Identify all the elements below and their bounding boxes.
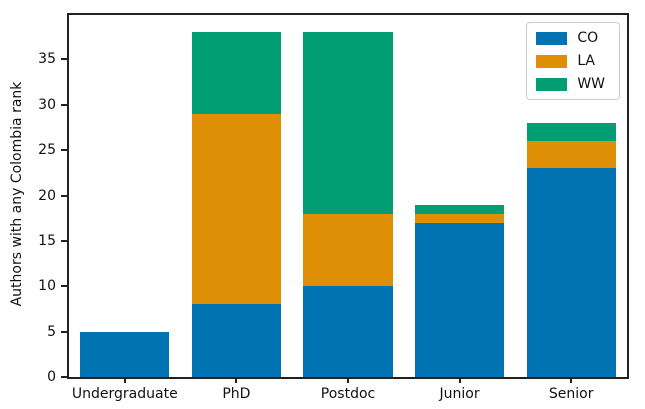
plot-area: CO LA WW 0 5 10 15 20 25 30 35 Undergraduate PhD P… bbox=[38, 13, 629, 401]
y-tick-mark bbox=[61, 58, 67, 61]
x-tick-label-postdoc: Postdoc bbox=[320, 386, 376, 402]
legend-entry-ww: WW bbox=[536, 77, 609, 91]
x-tick-mark bbox=[570, 377, 573, 383]
x-tick-mark bbox=[347, 377, 349, 383]
y-tick-label: 35 bbox=[38, 51, 56, 68]
legend-swatch-la bbox=[536, 54, 568, 68]
bar-segment-ww-junior bbox=[414, 204, 505, 214]
bar-segment-la-phd bbox=[191, 113, 282, 305]
x-tick-label-phd: PhD bbox=[222, 386, 251, 402]
x-tick-label-junior: Junior bbox=[439, 386, 480, 402]
y-tick-mark bbox=[61, 239, 67, 242]
y-tick-label: 30 bbox=[38, 96, 56, 113]
y-tick-label: 15 bbox=[38, 232, 56, 249]
x-tick-mark bbox=[458, 377, 461, 383]
x-tick-label-undergraduate: Undergraduate bbox=[71, 386, 178, 402]
bar-segment-co-senior bbox=[526, 168, 616, 377]
bar-postdoc bbox=[303, 15, 393, 377]
bar-segment-la-junior bbox=[414, 213, 505, 223]
y-tick-mark bbox=[61, 285, 67, 288]
y-tick-mark bbox=[61, 103, 67, 106]
bar-segment-ww-phd bbox=[191, 32, 282, 114]
y-tick-mark bbox=[61, 149, 67, 152]
legend-label-ww: WW bbox=[577, 76, 605, 92]
bar-undergraduate bbox=[80, 15, 170, 377]
bar-junior bbox=[414, 15, 505, 377]
legend-entry-co: CO bbox=[536, 31, 609, 45]
bar-segment-ww-postdoc bbox=[303, 32, 393, 214]
x-tick-mark bbox=[123, 377, 126, 383]
y-tick-label: 10 bbox=[38, 278, 56, 295]
y-tick-label: 5 bbox=[47, 323, 56, 340]
bar-segment-co-undergraduate bbox=[80, 331, 170, 377]
bar-senior bbox=[526, 15, 616, 377]
bar-segment-la-postdoc bbox=[303, 213, 393, 287]
bar-segment-co-phd bbox=[191, 304, 282, 377]
y-tick-mark bbox=[61, 376, 67, 378]
x-tick-mark bbox=[235, 377, 238, 383]
y-axis-label: Authors with any Colombia rank bbox=[9, 81, 25, 307]
legend: CO LA WW bbox=[526, 22, 620, 100]
x-tick-label-senior: Senior bbox=[548, 386, 594, 402]
legend-label-la: LA bbox=[577, 53, 596, 69]
bar-segment-co-postdoc bbox=[303, 286, 393, 377]
bar-segment-co-junior bbox=[414, 222, 505, 377]
bar-phd bbox=[191, 15, 282, 377]
legend-swatch-co bbox=[536, 31, 568, 45]
y-tick-label: 25 bbox=[38, 142, 56, 159]
bar-segment-ww-senior bbox=[526, 122, 616, 142]
bar-segment-la-senior bbox=[526, 141, 616, 169]
legend-swatch-ww bbox=[536, 77, 568, 91]
y-tick-mark bbox=[61, 194, 67, 197]
y-tick-label: 0 bbox=[47, 369, 56, 385]
legend-entry-la: LA bbox=[536, 54, 609, 68]
legend-label-co: CO bbox=[577, 30, 599, 46]
y-tick-mark bbox=[61, 330, 67, 333]
y-tick-label: 20 bbox=[38, 187, 56, 204]
